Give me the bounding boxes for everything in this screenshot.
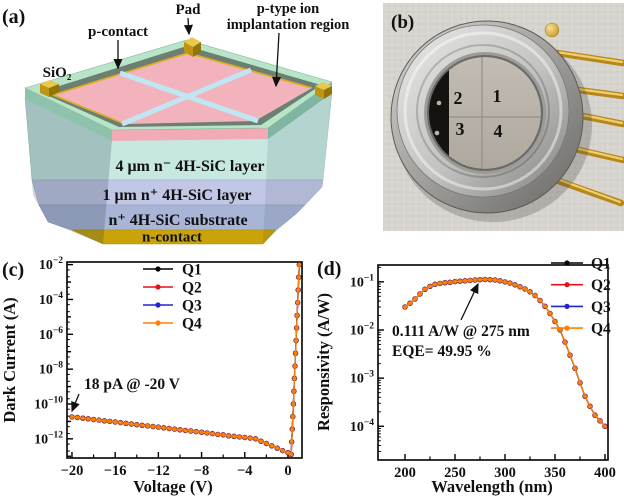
layer-label-epi-4um: 4 μm n⁻ 4H-SiC layer	[115, 158, 264, 175]
quadrant-number-3: 3	[456, 119, 465, 139]
x-tick-label: −8	[194, 463, 210, 479]
mesa-right-wall	[268, 82, 332, 139]
annotation-text: EQE= 49.95 %	[392, 343, 492, 360]
y-tick-label: 10−10	[34, 395, 63, 412]
p-type-label-line1: p-type ion	[257, 1, 319, 17]
series-group	[402, 276, 608, 429]
annotation-text: 0.111 A/W @ 275 nm	[392, 323, 530, 340]
pad-top	[184, 37, 201, 57]
annotation-text: 18 pA @ -20 V	[84, 376, 181, 393]
panel-a-device-schematic: (a) Pad p-type ion implantation region p…	[2, 1, 350, 246]
annotation-arrow	[460, 282, 479, 321]
layer-epi-1um	[31, 179, 324, 206]
y-tick-label: 10−3	[350, 370, 374, 387]
panel-c-dark-current-chart: −20 −16 −12 −8 −4 0 10−12 10−10 10−8 10−6 10−4 10−2…	[0, 245, 320, 500]
weld-ball	[544, 22, 560, 38]
quadrant-finger-2	[121, 67, 252, 127]
legend-sample-marker	[564, 260, 570, 266]
legend-sample-marker	[564, 325, 570, 331]
quadrant-number-2: 2	[454, 88, 463, 108]
legend-label-Q2: Q2	[591, 277, 611, 294]
quadrant-number-4: 4	[494, 121, 503, 141]
annotation-arrow	[71, 393, 80, 413]
pad-label: Pad	[175, 2, 201, 18]
y-tick-label: 10−1	[350, 273, 374, 290]
plot-box	[66, 261, 303, 459]
can-cap-groove-ring	[416, 44, 550, 178]
p-contact-label: p-contact	[88, 24, 148, 40]
y-tick-label: 10−6	[39, 326, 63, 343]
legend-sample-marker	[564, 282, 570, 288]
legend-label-Q4: Q4	[182, 316, 202, 333]
x-tick-label: −16	[104, 463, 127, 479]
y-tick-label: 10−4	[39, 291, 63, 308]
y-tick-label: 10−8	[39, 361, 63, 378]
legend-label-Q4: Q4	[591, 321, 611, 338]
chart-svg-c: −20 −16 −12 −8 −4 0 10−12 10−10 10−8 10−6 10−4 10−2…	[0, 256, 303, 496]
x-tick-label: 200	[394, 465, 416, 481]
x-tick-label: −20	[61, 463, 84, 479]
x-tick-label: 0	[284, 463, 291, 479]
x-tick-label: −4	[237, 463, 253, 479]
left-face-shading	[25, 98, 112, 244]
legend-label-Q2: Q2	[182, 280, 202, 297]
implant-front-strip	[112, 128, 268, 141]
panel-tag: (d)	[317, 258, 341, 280]
legend-label-Q3: Q3	[591, 299, 611, 316]
y-tick-label: 10−12	[34, 430, 63, 447]
x-tick-label: −12	[147, 463, 170, 479]
bond-post-dot	[434, 130, 440, 136]
y-axis-title: Dark Current (A)	[0, 297, 19, 422]
series-Q4-markers	[402, 277, 608, 429]
p-type-label-line2: implantation region	[227, 17, 350, 33]
x-axis-title: Voltage (V)	[133, 477, 213, 496]
pad-left	[40, 80, 59, 97]
legend-sample-marker	[155, 266, 161, 272]
layer-label-n-contact: n-contact	[142, 230, 202, 246]
series-Q4-markers	[69, 262, 302, 457]
pad-right	[315, 82, 332, 99]
chart-svg-d: 200 250 300 350 400 10−4 10−3 10−2 10−1 Q1 Q2 Q3 Q4 W…	[314, 256, 616, 497]
x-tick-label: 400	[594, 465, 616, 481]
legend-sample-marker	[155, 284, 161, 290]
x-tick-label: 300	[494, 465, 516, 481]
quadrant-chip	[449, 57, 541, 169]
plot-box	[377, 264, 609, 461]
mesa-left-wall	[25, 88, 112, 141]
panel-tag: (c)	[2, 259, 24, 281]
legend: Q1 Q2 Q3 Q4	[551, 256, 611, 338]
can-cap-highlight-ring	[403, 31, 563, 191]
y-tick-label: 10−2	[350, 322, 374, 339]
panel-b-tag: (b)	[391, 12, 414, 33]
pad-leader-line	[183, 17, 193, 36]
x-tick-label: 350	[544, 465, 566, 481]
y-tick-label: 10−2	[39, 256, 63, 273]
legend-label-Q3: Q3	[182, 298, 202, 315]
panel-b-package-photo: 2 1 3 4 (b)	[383, 3, 624, 231]
x-axis-title: Wavelength (nm)	[431, 477, 552, 496]
y-axis-title: Responsivity (A/W)	[315, 293, 333, 431]
series-Q4-line	[71, 264, 300, 455]
panel-a-tag: (a)	[2, 6, 25, 28]
legend-sample-marker	[155, 302, 161, 308]
p-type-leader-line	[271, 32, 282, 88]
bond-post-dot	[436, 100, 442, 106]
layer-label-substrate: n⁺ 4H-SiC substrate	[108, 212, 247, 229]
legend-label-Q1: Q1	[182, 262, 202, 279]
series-group	[69, 262, 302, 457]
quadrant-number-1: 1	[493, 86, 502, 106]
y-tick-label: 10−4	[350, 418, 374, 435]
sio2-label: SiO₂	[43, 65, 72, 81]
x-tick-label: 250	[444, 465, 466, 481]
legend-label-Q1: Q1	[591, 256, 611, 273]
legend-sample-marker	[155, 320, 161, 326]
panel-d-responsivity-chart: 200 250 300 350 400 10−4 10−3 10−2 10−1 Q1 Q2 Q3 Q4 W…	[314, 245, 624, 500]
legend-sample-marker	[564, 303, 570, 309]
layer-label-epi-1um: 1 μm n⁺ 4H-SiC layer	[102, 187, 251, 204]
layer-n-contact	[71, 229, 277, 245]
